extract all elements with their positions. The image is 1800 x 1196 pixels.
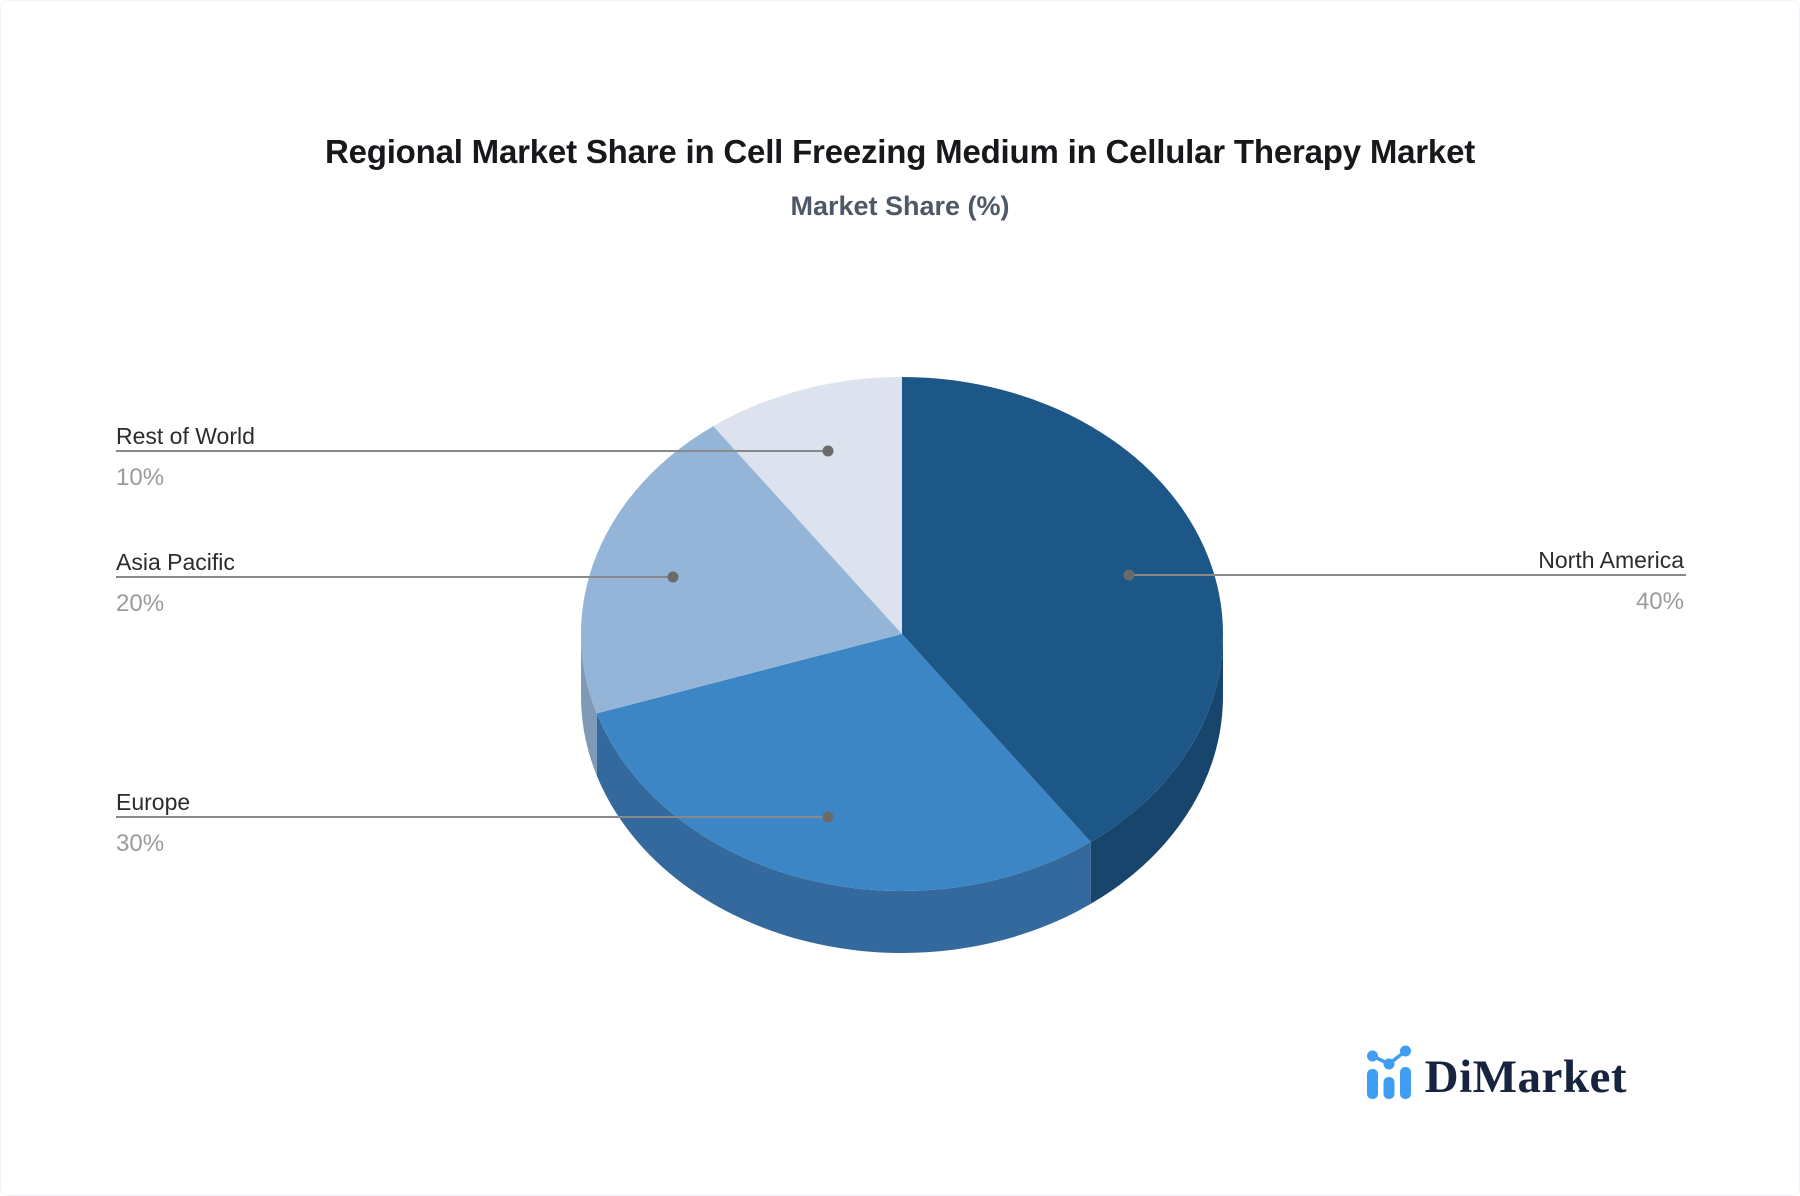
dimarket-logo: DiMarket [1366,1043,1627,1103]
slice-label-europe: Europe 30% [116,788,676,859]
slice-value: 30% [116,830,165,857]
leader-dot-asia-pacific [667,571,679,583]
page-title: Regional Market Share in Cell Freezing M… [324,133,1476,170]
slice-name: Asia Pacific [116,549,235,575]
slice-name: Rest of World [116,423,255,449]
slice-value: 40% [1635,588,1684,615]
slice-label-rest-of-world: Rest of World 10% [116,422,676,493]
pie-slice-rest-of-world [713,377,902,634]
slice-name: North America [1538,547,1684,573]
chart-subtitle: Market Share (%) [790,191,1010,221]
leader-dot-europe [822,811,834,823]
leader-dot-rest-of-world [822,445,834,457]
slice-value: 10% [116,464,165,491]
pie-slice-north-america [902,377,1223,842]
slice-name: Europe [116,789,191,815]
pie-slice-europe [596,634,1091,891]
leader-dot-north-america [1123,569,1135,581]
pie-slice-asia-pacific [581,426,902,714]
pie-rim-asia-pacific [581,634,597,776]
dimarket-wordmark: DiMarket [1424,1051,1627,1103]
slice-value: 20% [116,590,165,617]
pie-rim-europe [596,713,1091,953]
slice-label-north-america: North America 40% [1124,546,1684,617]
slice-label-asia-pacific: Asia Pacific 20% [116,548,676,619]
pie-rim-north-america [1090,634,1223,904]
bar-chart-trend-icon [1366,1045,1411,1099]
